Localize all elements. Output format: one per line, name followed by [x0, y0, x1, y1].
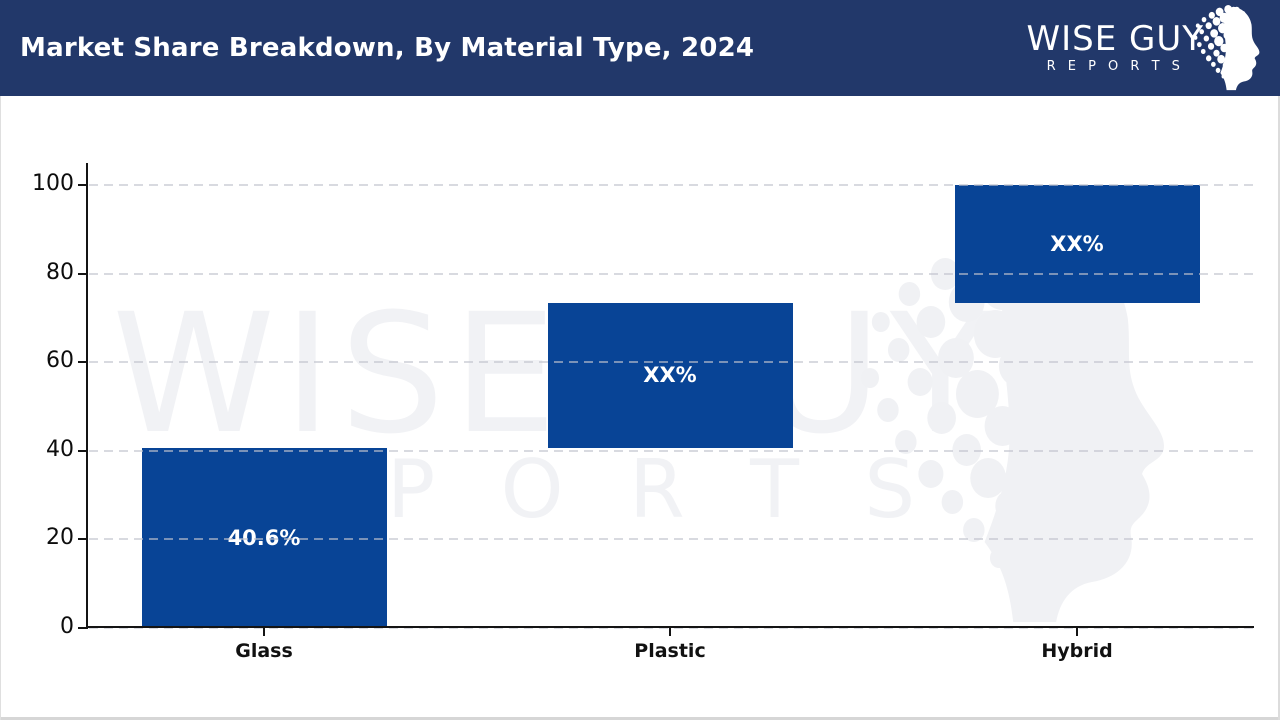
- header: Market Share Breakdown, By Material Type…: [0, 0, 1280, 96]
- x-axis-category-label: Glass: [235, 640, 293, 662]
- right-hairline: [1278, 96, 1280, 720]
- x-axis-line: [86, 626, 1254, 628]
- x-axis-tick: [669, 628, 671, 636]
- page-title: Market Share Breakdown, By Material Type…: [20, 33, 755, 63]
- y-axis-tick: [78, 449, 87, 452]
- bar-value-label: 40.6%: [227, 525, 301, 550]
- y-axis-tick-label: 40: [46, 436, 74, 462]
- y-axis-tick-label: 80: [46, 259, 74, 285]
- y-axis-tick: [78, 538, 87, 540]
- y-axis-tick-label: 60: [46, 348, 74, 373]
- bar-hybrid: XX%: [954, 185, 1200, 303]
- x-axis-category-label: Plastic: [634, 640, 706, 662]
- bar-value-label: XX%: [643, 363, 697, 388]
- wiseguy-logo: WISE GUY R E P O R T S: [1026, 5, 1264, 91]
- x-axis-category-label: Hybrid: [1041, 640, 1113, 662]
- x-axis-tick: [1076, 628, 1078, 636]
- logo-wordmark-line1: WISE GUY: [1026, 18, 1204, 59]
- y-axis-tick: [78, 361, 87, 363]
- y-axis-tick-label: 20: [46, 525, 74, 550]
- logo-wordmark-line2: R E P O R T S: [1046, 59, 1184, 75]
- bottom-hairline: [0, 717, 1280, 720]
- y-axis-tick: [78, 626, 87, 629]
- gridline-100: [89, 184, 1253, 186]
- bar-glass: 40.6%: [141, 447, 387, 628]
- x-axis-tick: [263, 628, 265, 636]
- y-axis-tick: [78, 272, 87, 275]
- logo-wordmark: WISE GUY R E P O R T S: [1026, 18, 1204, 75]
- y-axis-tick-label: 0: [60, 613, 74, 639]
- y-axis-tick-label: 100: [32, 171, 74, 196]
- dotted-head-icon: [1190, 5, 1264, 91]
- gridline-80: [89, 272, 1253, 275]
- bar-value-label: XX%: [1050, 231, 1104, 256]
- gridline-60: [89, 361, 1253, 363]
- left-hairline: [0, 96, 1, 720]
- gridline-40: [89, 449, 1253, 452]
- y-axis-line: [86, 163, 88, 629]
- gridline-20: [89, 538, 1253, 540]
- bar-plastic: XX%: [547, 302, 793, 448]
- y-axis-tick: [78, 184, 87, 186]
